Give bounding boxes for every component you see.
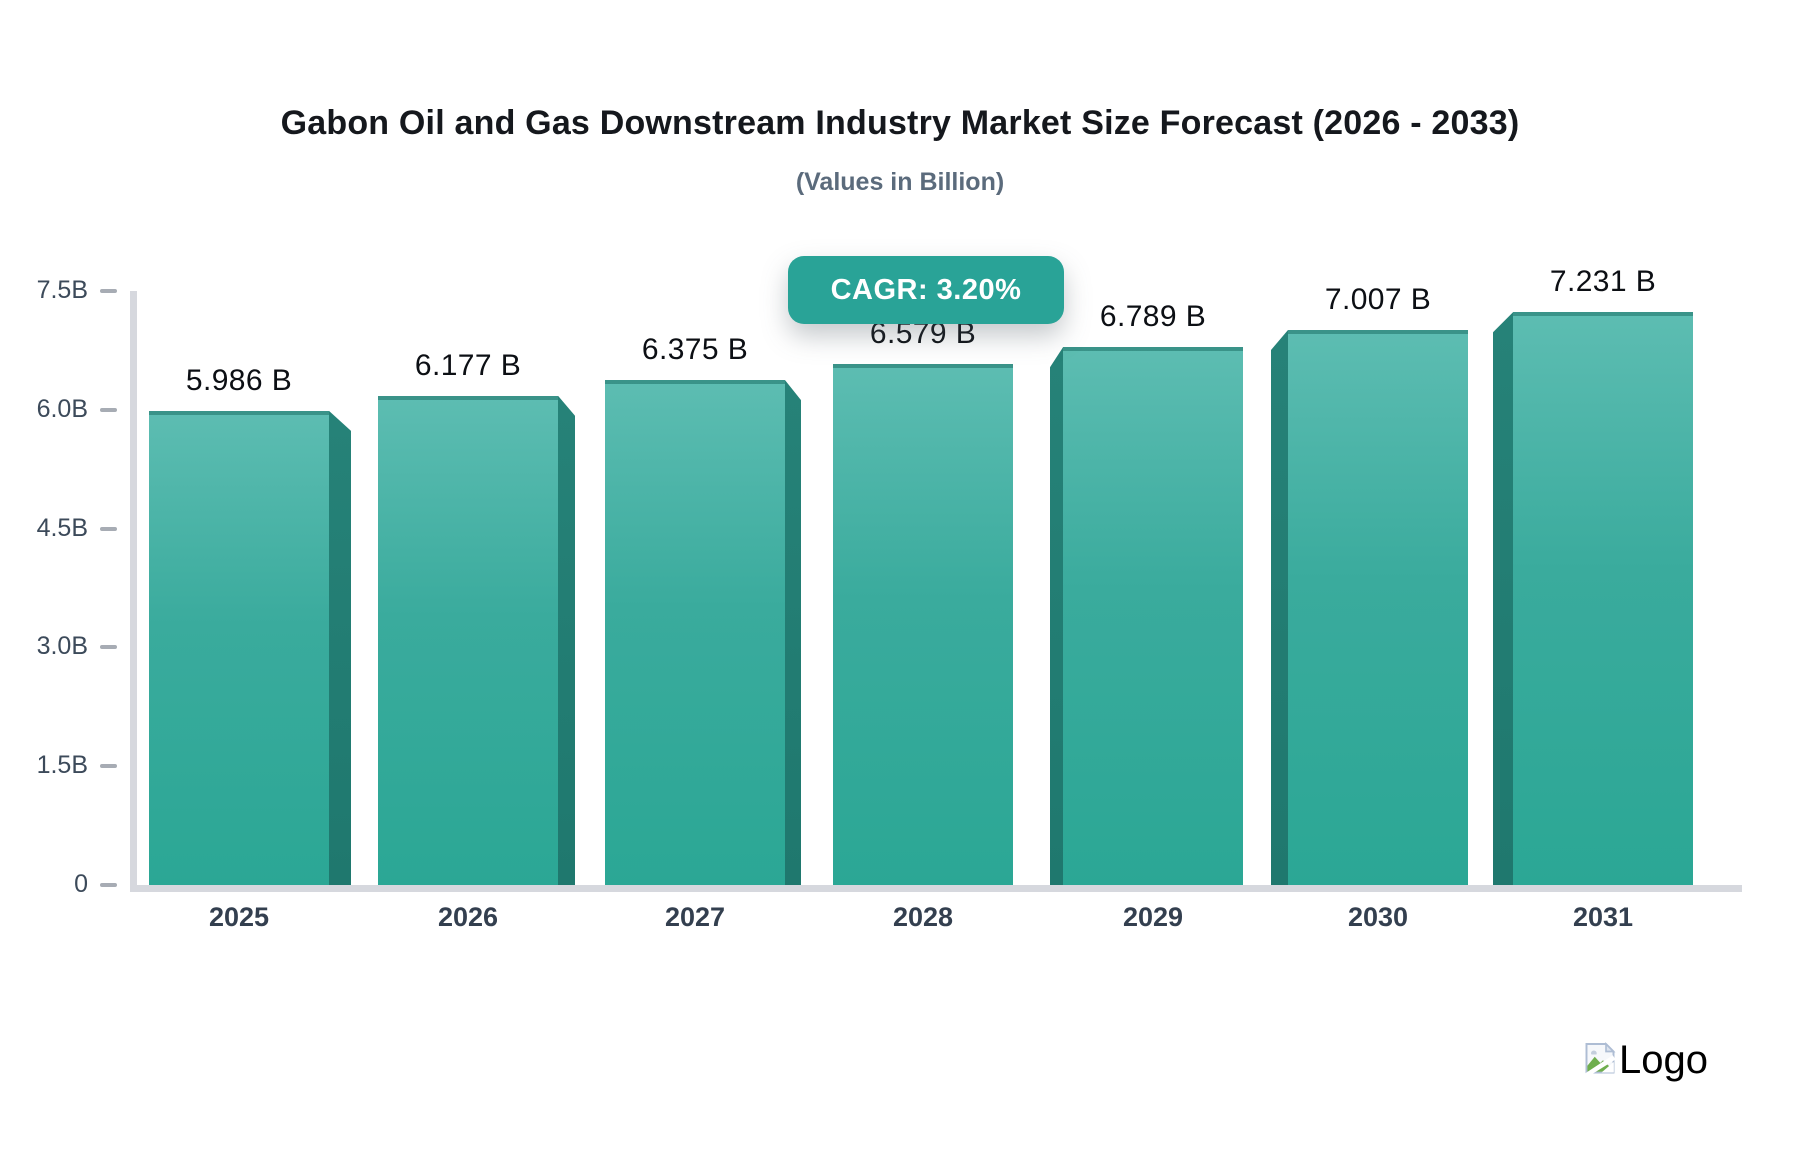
bar-top-edge [1063, 347, 1243, 352]
bar-3d-side [558, 395, 575, 885]
bar-2031[interactable] [1513, 312, 1693, 885]
y-axis-tick-label: 6.0B [36, 394, 88, 423]
y-axis-tick-mark [100, 289, 117, 293]
y-axis-tick-label: 0 [74, 870, 88, 898]
y-axis-tick-mark [100, 764, 117, 769]
bar-value-label: 7.231 B [1549, 265, 1657, 299]
bar-value-label: 7.007 B [1324, 283, 1432, 317]
y-axis-line [130, 291, 137, 891]
bar-top-edge [1513, 312, 1693, 317]
x-axis-category-label: 2030 [1347, 902, 1409, 932]
logo: Logo [1582, 1038, 1708, 1082]
chart-title: Gabon Oil and Gas Downstream Industry Ma… [280, 104, 1520, 142]
bar-top-edge [149, 410, 329, 415]
bar-3d-side [1050, 347, 1063, 885]
x-axis-category-label: 2031 [1572, 902, 1634, 932]
x-axis-category-label: 2028 [892, 902, 954, 932]
y-axis-tick-label: 7.5B [36, 276, 88, 304]
bar-3d-side [329, 410, 351, 885]
y-axis-tick-mark [100, 526, 117, 531]
broken-image-icon [1585, 1042, 1616, 1076]
bar-2026[interactable] [378, 395, 558, 885]
bar-top-edge [833, 363, 1013, 368]
y-axis-tick-label: 4.5B [36, 513, 88, 542]
x-axis-line [130, 885, 1742, 892]
cagr-badge: CAGR: 3.20% [788, 256, 1064, 324]
bar-value-label: 5.986 B [185, 363, 293, 397]
bar-top-edge [378, 395, 558, 400]
x-axis-category-label: 2026 [437, 902, 499, 932]
x-axis-category-label: 2027 [664, 902, 726, 932]
x-axis-category-label: 2025 [208, 902, 270, 932]
y-axis-tick-label: 3.0B [36, 632, 88, 661]
logo-alt-text: Logo [1619, 1038, 1708, 1082]
bar-3d-side [1271, 330, 1288, 885]
bar-value-label: 6.375 B [641, 333, 749, 367]
chart-subtitle: (Values in Billion) [795, 168, 1005, 196]
bar-3d-side [785, 380, 801, 885]
bar-2025[interactable] [149, 410, 329, 885]
bar-top-edge [1288, 330, 1468, 335]
bar-3d-side [1493, 312, 1513, 885]
bar-2028[interactable] [833, 363, 1013, 885]
bar-value-label: 6.177 B [414, 348, 522, 382]
bar-2029[interactable] [1063, 347, 1243, 885]
y-axis-tick-mark [100, 645, 117, 650]
x-axis-category-label: 2029 [1122, 902, 1184, 932]
bar-value-label: 6.789 B [1099, 300, 1207, 334]
bar-top-edge [605, 380, 785, 385]
y-axis-tick-mark [100, 883, 117, 887]
bar-2027[interactable] [605, 380, 785, 885]
y-axis-tick-mark [100, 407, 117, 412]
y-axis-tick-label: 1.5B [36, 751, 88, 780]
bar-2030[interactable] [1288, 330, 1468, 885]
